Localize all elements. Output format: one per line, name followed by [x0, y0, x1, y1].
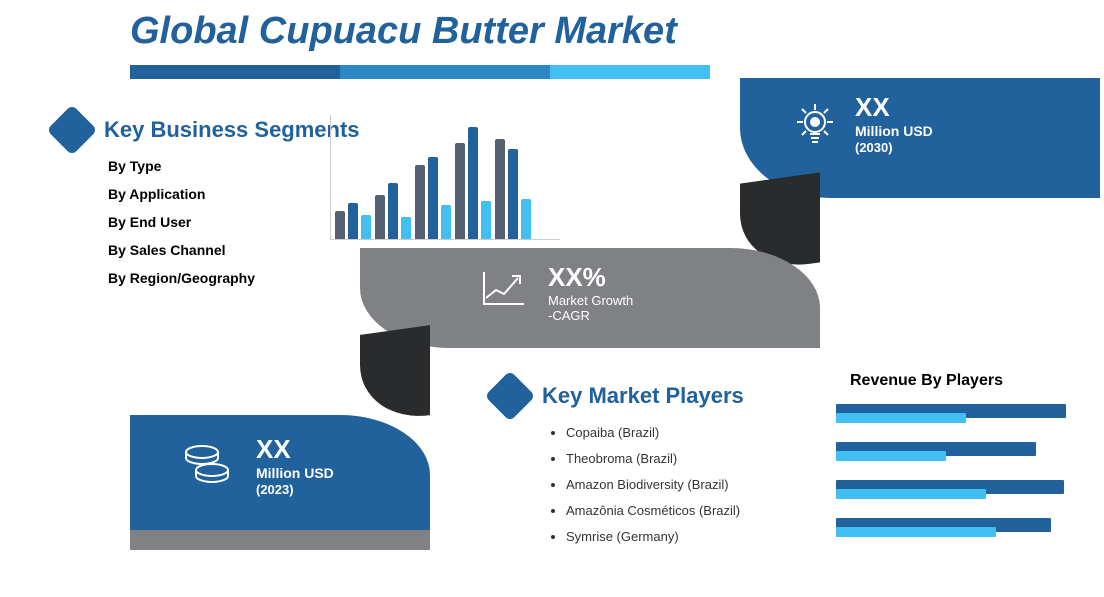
chart-bar: [428, 157, 438, 239]
stat-top-year: (2030): [855, 140, 933, 155]
segments-item: By Sales Channel: [108, 236, 255, 264]
chart-group: [335, 203, 371, 239]
segments-heading: Key Business Segments: [104, 117, 360, 143]
diamond-icon: [485, 371, 536, 422]
ribbon-bot-grey: [130, 530, 430, 550]
chart-bar: [348, 203, 358, 239]
segments-item: By Application: [108, 180, 255, 208]
chart-group: [415, 157, 451, 239]
revenue-bars: [836, 404, 1066, 540]
growth-chart-icon: [480, 268, 528, 313]
revenue-row: [836, 442, 1066, 464]
revenue-row: [836, 480, 1066, 502]
page-title: Global Cupuacu Butter Market: [130, 10, 677, 53]
chart-bar: [375, 195, 385, 239]
players-item: Symrise (Germany): [566, 524, 740, 550]
title-text: Global Cupuacu Butter Market: [130, 10, 677, 52]
revenue-bar-front: [836, 527, 996, 537]
players-item: Theobroma (Brazil): [566, 446, 740, 472]
stat-mid-sublabel: -CAGR: [548, 308, 633, 323]
players-item: Copaiba (Brazil): [566, 420, 740, 446]
stat-top-label: Million USD: [855, 123, 933, 140]
players-heading: Key Market Players: [542, 383, 744, 409]
stat-top: XX Million USD (2030): [855, 92, 933, 155]
segments-list: By TypeBy ApplicationBy End UserBy Sales…: [108, 152, 255, 292]
chart-bar: [521, 199, 531, 239]
players-header: Key Market Players: [492, 378, 744, 414]
stat-bot: XX Million USD (2023): [256, 434, 334, 497]
segments-item: By End User: [108, 208, 255, 236]
segments-bar-chart: [330, 115, 560, 240]
stat-mid-label: Market Growth: [548, 293, 633, 308]
title-bar-segment: [550, 65, 710, 79]
chart-bar: [455, 143, 465, 239]
stat-top-value: XX: [855, 92, 933, 123]
chart-group: [455, 127, 491, 239]
chart-bar: [441, 205, 451, 239]
stat-bot-label: Million USD: [256, 465, 334, 482]
coins-icon: [178, 440, 238, 495]
chart-bar: [495, 139, 505, 239]
revenue-bar-front: [836, 451, 946, 461]
revenue-bar-front: [836, 413, 966, 423]
segments-item: By Type: [108, 152, 255, 180]
title-bar-segment: [130, 65, 340, 79]
players-list: Copaiba (Brazil)Theobroma (Brazil)Amazon…: [548, 420, 740, 550]
chart-bar: [401, 217, 411, 239]
title-bar-segment: [340, 65, 550, 79]
stat-mid-value: XX%: [548, 262, 633, 293]
chart-bar: [335, 211, 345, 239]
stat-mid: XX% Market Growth -CAGR: [548, 262, 633, 323]
stat-bot-value: XX: [256, 434, 334, 465]
stat-bot-year: (2023): [256, 482, 334, 497]
chart-group: [495, 139, 531, 239]
title-accent-bar: [130, 65, 710, 79]
chart-bar: [468, 127, 478, 239]
segments-header: Key Business Segments: [54, 112, 360, 148]
segments-item: By Region/Geography: [108, 264, 255, 292]
chart-bar: [508, 149, 518, 239]
chart-bar: [388, 183, 398, 239]
players-item: Amazon Biodiversity (Brazil): [566, 472, 740, 498]
revenue-bar-front: [836, 489, 986, 499]
chart-bar: [481, 201, 491, 239]
diamond-icon: [47, 105, 98, 156]
chart-bar: [361, 215, 371, 239]
players-item: Amazônia Cosméticos (Brazil): [566, 498, 740, 524]
revenue-heading: Revenue By Players: [850, 372, 1003, 390]
ribbon-mid-dark: [360, 325, 430, 425]
chart-group: [375, 183, 411, 239]
lightbulb-icon: [790, 100, 840, 161]
revenue-row: [836, 404, 1066, 426]
revenue-row: [836, 518, 1066, 540]
chart-bar: [415, 165, 425, 239]
